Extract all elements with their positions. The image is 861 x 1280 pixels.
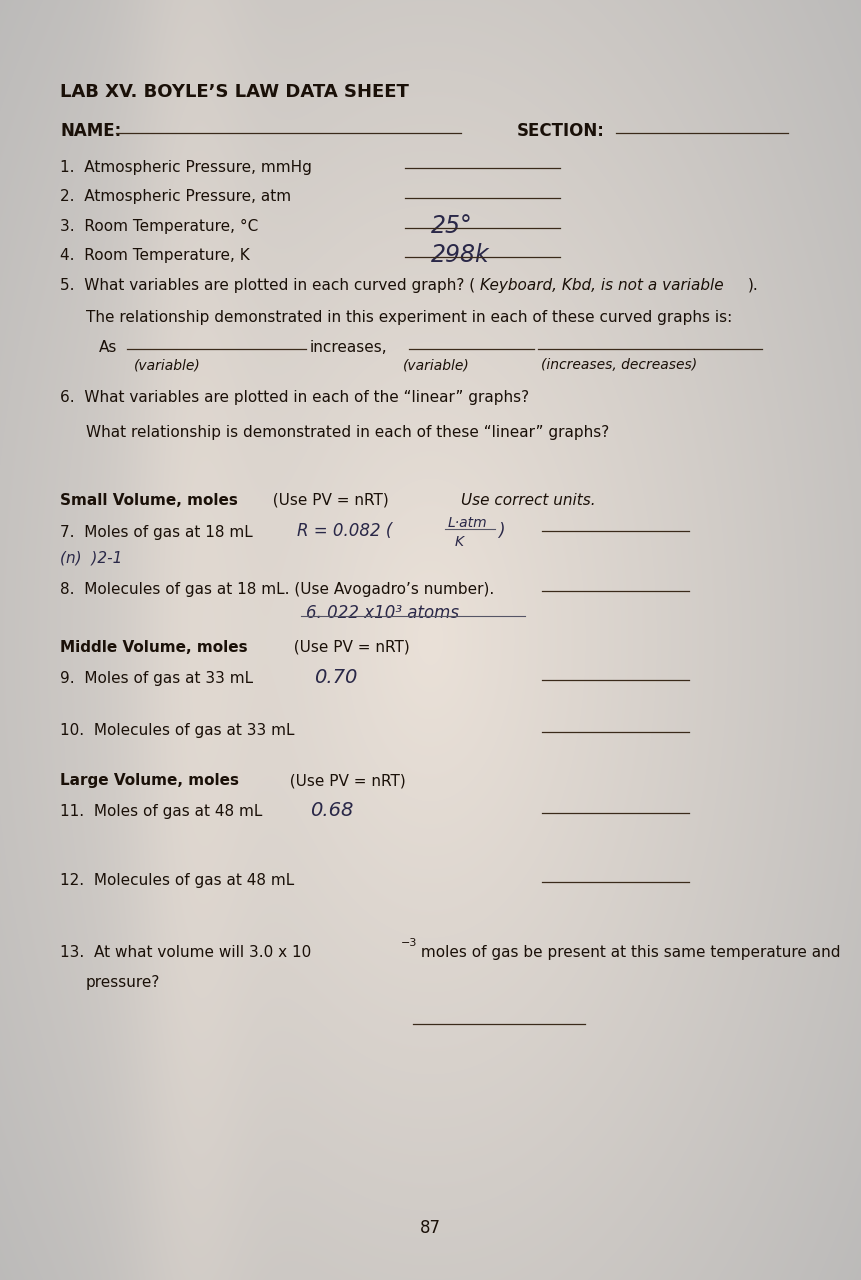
Text: (Use PV = nRT): (Use PV = nRT) bbox=[280, 773, 406, 788]
Text: ): ) bbox=[498, 522, 505, 540]
Text: What relationship is demonstrated in each of these “linear” graphs?: What relationship is demonstrated in eac… bbox=[86, 425, 610, 440]
Text: 4.  Room Temperature, K: 4. Room Temperature, K bbox=[60, 248, 250, 264]
Text: 12.  Molecules of gas at 48 mL: 12. Molecules of gas at 48 mL bbox=[60, 873, 294, 888]
Text: 5.  What variables are plotted in each curved graph? (: 5. What variables are plotted in each cu… bbox=[60, 278, 475, 293]
Text: 2.  Atmospheric Pressure, atm: 2. Atmospheric Pressure, atm bbox=[60, 189, 291, 205]
Text: increases,: increases, bbox=[310, 340, 387, 356]
Text: Small Volume, moles: Small Volume, moles bbox=[60, 493, 238, 508]
Text: K: K bbox=[455, 535, 464, 549]
Text: (Use PV = nRT): (Use PV = nRT) bbox=[284, 640, 410, 655]
Text: 9.  Moles of gas at 33 mL: 9. Moles of gas at 33 mL bbox=[60, 671, 253, 686]
Text: pressure?: pressure? bbox=[86, 975, 160, 991]
Text: 3.  Room Temperature, °C: 3. Room Temperature, °C bbox=[60, 219, 258, 234]
Text: 6.  What variables are plotted in each of the “linear” graphs?: 6. What variables are plotted in each of… bbox=[60, 390, 530, 406]
Text: 0.68: 0.68 bbox=[310, 801, 353, 820]
Text: LAB XV. BOYLE’S LAW DATA SHEET: LAB XV. BOYLE’S LAW DATA SHEET bbox=[60, 83, 409, 101]
Text: Use correct units.: Use correct units. bbox=[461, 493, 595, 508]
Text: 7.  Moles of gas at 18 mL: 7. Moles of gas at 18 mL bbox=[60, 525, 253, 540]
Text: The relationship demonstrated in this experiment in each of these curved graphs : The relationship demonstrated in this ex… bbox=[86, 310, 733, 325]
Text: (variable): (variable) bbox=[403, 358, 470, 372]
Text: 13.  At what volume will 3.0 x 10: 13. At what volume will 3.0 x 10 bbox=[60, 945, 312, 960]
Text: 25°: 25° bbox=[430, 214, 473, 238]
Text: 1.  Atmospheric Pressure, mmHg: 1. Atmospheric Pressure, mmHg bbox=[60, 160, 313, 175]
Text: Keyboard, Kbd, is not a variable: Keyboard, Kbd, is not a variable bbox=[480, 278, 724, 293]
Text: 298k: 298k bbox=[430, 243, 489, 268]
Text: NAME:: NAME: bbox=[60, 122, 121, 140]
Text: Large Volume, moles: Large Volume, moles bbox=[60, 773, 239, 788]
Text: 6. 022 x10³ atoms: 6. 022 x10³ atoms bbox=[306, 604, 459, 622]
Text: moles of gas be present at this same temperature and: moles of gas be present at this same tem… bbox=[416, 945, 840, 960]
Text: (n)  )2-1: (n) )2-1 bbox=[60, 550, 122, 566]
Text: 8.  Molecules of gas at 18 mL. (Use Avogadro’s number).: 8. Molecules of gas at 18 mL. (Use Avoga… bbox=[60, 582, 494, 598]
Text: L·atm: L·atm bbox=[448, 516, 487, 530]
Text: SECTION:: SECTION: bbox=[517, 122, 604, 140]
Text: (increases, decreases): (increases, decreases) bbox=[541, 358, 697, 372]
Text: R = 0.082 (: R = 0.082 ( bbox=[297, 522, 393, 540]
Text: 11.  Moles of gas at 48 mL: 11. Moles of gas at 48 mL bbox=[60, 804, 263, 819]
Text: ).: ). bbox=[747, 278, 758, 293]
Text: 0.70: 0.70 bbox=[314, 668, 357, 687]
Text: 10.  Molecules of gas at 33 mL: 10. Molecules of gas at 33 mL bbox=[60, 723, 294, 739]
Text: 87: 87 bbox=[420, 1219, 441, 1236]
Text: Middle Volume, moles: Middle Volume, moles bbox=[60, 640, 248, 655]
Text: (variable): (variable) bbox=[133, 358, 201, 372]
Text: (Use PV = nRT): (Use PV = nRT) bbox=[263, 493, 393, 508]
Text: As: As bbox=[99, 340, 117, 356]
Text: −3: −3 bbox=[400, 938, 417, 948]
